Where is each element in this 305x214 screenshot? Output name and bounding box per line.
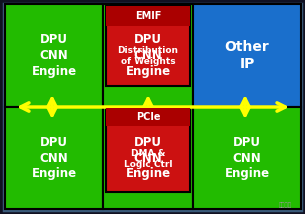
Bar xyxy=(193,107,301,209)
Text: 老石谈芯: 老石谈芯 xyxy=(278,202,292,208)
Text: DPU
CNN
Engine: DPU CNN Engine xyxy=(125,135,170,180)
Bar xyxy=(5,4,103,107)
Text: Other
IP: Other IP xyxy=(224,40,269,71)
Bar xyxy=(106,108,190,126)
Text: DPU
CNN
Engine: DPU CNN Engine xyxy=(31,33,77,78)
Bar xyxy=(106,6,190,86)
Text: Distribution
of Weights: Distribution of Weights xyxy=(117,46,178,66)
Bar xyxy=(193,4,301,107)
Text: DPU
CNN
Engine: DPU CNN Engine xyxy=(125,33,170,78)
Bar xyxy=(106,108,190,192)
Bar xyxy=(106,6,190,26)
Text: DPU
CNN
Engine: DPU CNN Engine xyxy=(31,135,77,180)
Text: PCIe: PCIe xyxy=(136,112,160,122)
Bar xyxy=(103,4,193,107)
Bar xyxy=(103,107,193,209)
Text: DPU
CNN
Engine: DPU CNN Engine xyxy=(224,135,270,180)
Text: EMIF: EMIF xyxy=(135,11,161,21)
Text: DMA &
Logic Ctrl: DMA & Logic Ctrl xyxy=(124,149,172,169)
Bar xyxy=(5,107,103,209)
